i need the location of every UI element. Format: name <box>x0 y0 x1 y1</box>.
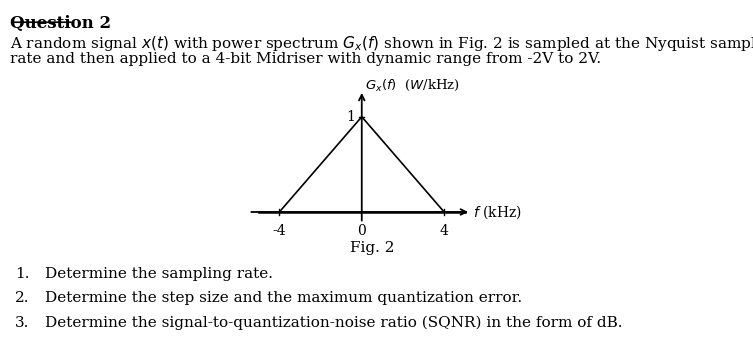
Text: $G_x(f)$  ($W$/kHz): $G_x(f)$ ($W$/kHz) <box>365 78 460 93</box>
Text: A random signal $x(t)$ with power spectrum $G_x(f)$ shown in Fig. 2 is sampled a: A random signal $x(t)$ with power spectr… <box>10 34 753 53</box>
Text: 2.: 2. <box>15 291 29 305</box>
Text: rate and then applied to a 4-bit Midriser with dynamic range from -2V to 2V.: rate and then applied to a 4-bit Midrise… <box>10 52 601 66</box>
Text: Determine the step size and the maximum quantization error.: Determine the step size and the maximum … <box>45 291 523 305</box>
Text: -4: -4 <box>273 224 286 238</box>
Text: 0: 0 <box>358 224 366 238</box>
Text: 1.: 1. <box>15 267 29 281</box>
Text: Determine the sampling rate.: Determine the sampling rate. <box>45 267 273 281</box>
Text: 1: 1 <box>346 110 355 124</box>
Text: $f$ (kHz): $f$ (kHz) <box>473 203 522 221</box>
Text: 4: 4 <box>440 224 449 238</box>
Text: Determine the signal-to-quantization-noise ratio (SQNR) in the form of dB.: Determine the signal-to-quantization-noi… <box>45 316 623 330</box>
Text: 3.: 3. <box>15 316 29 330</box>
Text: Question 2: Question 2 <box>10 15 111 32</box>
Text: Fig. 2: Fig. 2 <box>350 241 395 255</box>
